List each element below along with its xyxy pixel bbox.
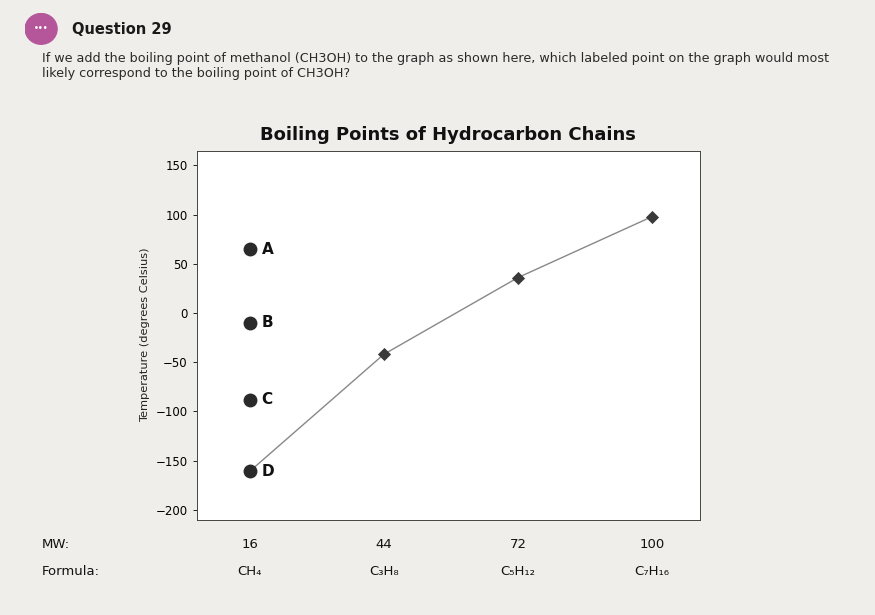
Text: B: B bbox=[262, 315, 273, 330]
Text: MW:: MW: bbox=[42, 538, 70, 551]
Text: D: D bbox=[262, 464, 274, 479]
Text: 16: 16 bbox=[242, 538, 258, 551]
Text: C₃H₈: C₃H₈ bbox=[369, 565, 399, 577]
Text: 72: 72 bbox=[509, 538, 527, 551]
Point bbox=[645, 212, 659, 221]
Text: If we add the boiling point of methanol (CH3OH) to the graph as shown here, whic: If we add the boiling point of methanol … bbox=[42, 52, 829, 81]
Point bbox=[511, 272, 525, 282]
Text: A: A bbox=[262, 242, 273, 256]
Text: CH₄: CH₄ bbox=[237, 565, 262, 577]
Text: 100: 100 bbox=[640, 538, 665, 551]
Y-axis label: Temperature (degrees Celsius): Temperature (degrees Celsius) bbox=[140, 248, 150, 423]
Circle shape bbox=[25, 14, 57, 44]
Point bbox=[242, 318, 256, 328]
Text: 44: 44 bbox=[375, 538, 392, 551]
Point bbox=[377, 349, 391, 359]
Title: Boiling Points of Hydrocarbon Chains: Boiling Points of Hydrocarbon Chains bbox=[261, 125, 636, 143]
Point bbox=[242, 467, 256, 477]
Text: C₅H₁₂: C₅H₁₂ bbox=[500, 565, 536, 577]
Text: Formula:: Formula: bbox=[42, 565, 100, 577]
Point bbox=[242, 244, 256, 254]
Point bbox=[242, 467, 256, 477]
Text: C₇H₁₆: C₇H₁₆ bbox=[634, 565, 669, 577]
Text: C: C bbox=[262, 392, 273, 407]
Text: •••: ••• bbox=[34, 24, 48, 33]
Text: Question 29: Question 29 bbox=[72, 22, 172, 36]
Point bbox=[242, 395, 256, 405]
